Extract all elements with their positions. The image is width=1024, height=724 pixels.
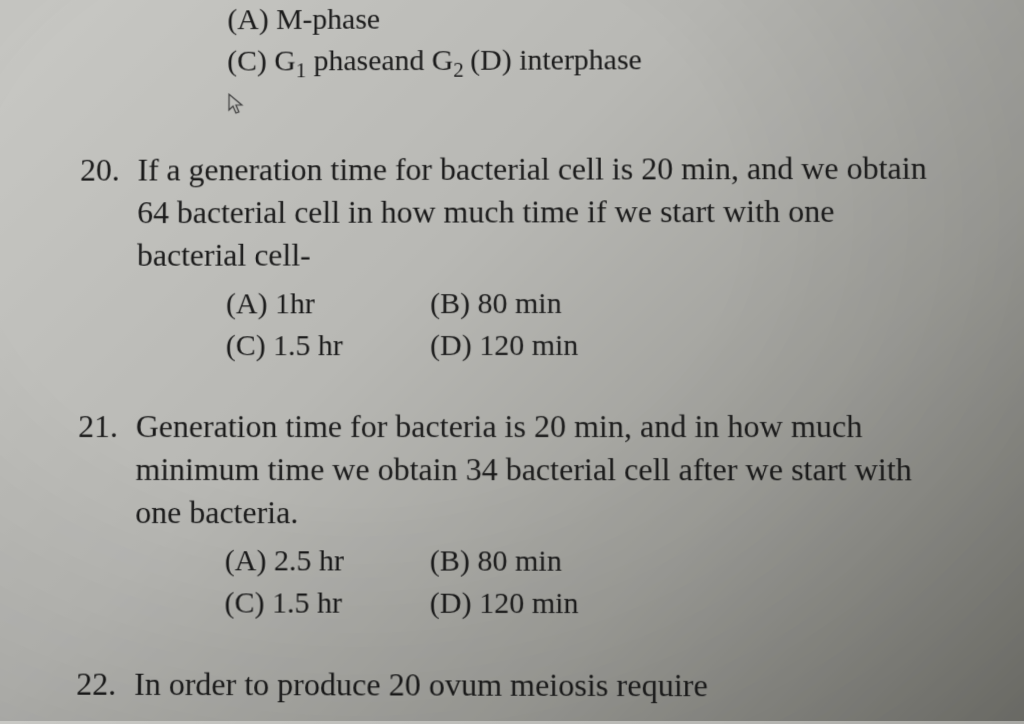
page-content: (A) M-phase (C) G1 phaseand G2 (D) inter… (0, 1, 1024, 724)
q20-row: 20. If a generation time for bacterial c… (53, 147, 976, 278)
q20-option-a: (A) 1hr (52, 287, 430, 321)
q22-row: 22. In order to produce 20 ovum meiosis … (49, 663, 978, 709)
q19-option-c: (C) G1 phaseand G2 (54, 44, 470, 117)
q21-option-b: (B) 80 min (430, 545, 978, 580)
q22-number: 22. (49, 663, 134, 707)
q19-option-a: (A) M-phase (55, 3, 431, 38)
q21-text: Generation time for bacteria is 20 min, … (135, 404, 977, 535)
q21-option-a: (A) 2.5 hr (50, 544, 430, 579)
question-20: 20. If a generation time for bacterial c… (52, 147, 976, 363)
q19-option-b (431, 1, 974, 37)
q21-options: (A) 2.5 hr (B) 80 min (C) 1.5 hr (D) 120… (50, 544, 978, 622)
q19-optc-mid: phaseand G (306, 44, 453, 77)
q19-optc-sub2: 2 (453, 58, 463, 82)
q20-options-row2: (C) 1.5 hr (D) 120 min (52, 328, 976, 363)
q20-option-d: (D) 120 min (430, 328, 976, 362)
q21-row: 21. Generation time for bacteria is 20 m… (51, 404, 978, 535)
q21-option-c: (C) 1.5 hr (50, 586, 430, 621)
q20-number: 20. (53, 149, 138, 278)
q21-number: 21. (51, 405, 136, 535)
q20-option-b: (B) 80 min (430, 286, 975, 321)
q21-options-row1: (A) 2.5 hr (B) 80 min (50, 544, 977, 579)
q20-options-row1: (A) 1hr (B) 80 min (52, 286, 975, 321)
q22-text: In order to produce 20 ovum meiosis requ… (134, 663, 979, 709)
q20-options: (A) 1hr (B) 80 min (C) 1.5 hr (D) 120 mi… (52, 286, 976, 363)
q19-optc-prefix: (C) G (227, 45, 296, 78)
question-21: 21. Generation time for bacteria is 20 m… (50, 404, 978, 621)
q20-text: If a generation time for bacterial cell … (137, 147, 975, 277)
q19-option-d: (D) interphase (470, 42, 974, 116)
q21-option-d: (D) 120 min (430, 587, 978, 622)
question-22: 22. In order to produce 20 ovum meiosis … (49, 663, 978, 709)
q21-options-row2: (C) 1.5 hr (D) 120 min (50, 586, 978, 622)
q19-options-row1: (A) M-phase (55, 1, 974, 38)
q19-optc-sub1: 1 (296, 58, 306, 82)
q19-options-row2: (C) G1 phaseand G2 (D) interphase (54, 42, 974, 117)
cursor-icon (227, 90, 245, 114)
q20-option-c: (C) 1.5 hr (52, 329, 430, 363)
